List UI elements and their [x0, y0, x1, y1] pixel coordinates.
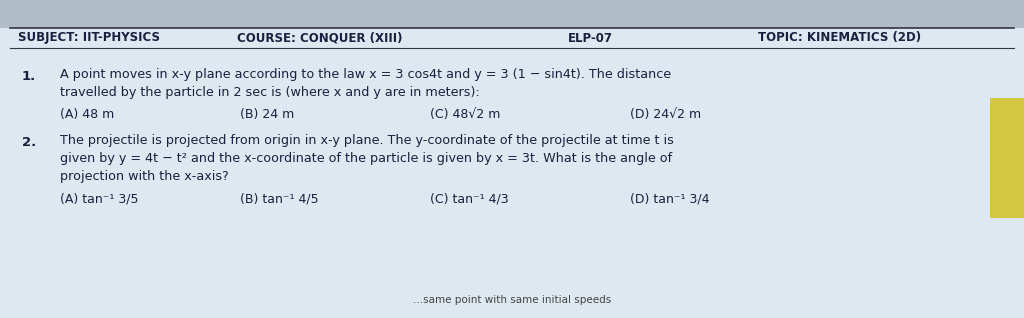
Text: (A) 48 m: (A) 48 m: [60, 108, 115, 121]
Text: (D) tan⁻¹ 3/4: (D) tan⁻¹ 3/4: [630, 192, 710, 205]
Text: (D) 24√2 m: (D) 24√2 m: [630, 108, 701, 121]
Text: given by y = 4t − t² and the x-coordinate of the particle is given by x = 3t. Wh: given by y = 4t − t² and the x-coordinat…: [60, 152, 672, 165]
Text: SUBJECT: IIT-PHYSICS: SUBJECT: IIT-PHYSICS: [18, 31, 160, 45]
Text: projection with the x-axis?: projection with the x-axis?: [60, 170, 228, 183]
Text: (B) 24 m: (B) 24 m: [240, 108, 294, 121]
Text: (B) tan⁻¹ 4/5: (B) tan⁻¹ 4/5: [240, 192, 318, 205]
Text: ...same point with same initial speeds: ...same point with same initial speeds: [413, 295, 611, 305]
Text: ELP-07: ELP-07: [567, 31, 612, 45]
Bar: [0, 0, 1024, 28]
Text: COURSE: CONQUER (XIII): COURSE: CONQUER (XIII): [238, 31, 402, 45]
Text: A point moves in x-y plane according to the law x = 3 cos4t and y = 3 (1 − sin4t: A point moves in x-y plane according to …: [60, 68, 671, 81]
Text: (C) tan⁻¹ 4/3: (C) tan⁻¹ 4/3: [430, 192, 509, 205]
Bar: [990, 98, 1024, 218]
Text: (C) 48√2 m: (C) 48√2 m: [430, 108, 501, 121]
Text: travelled by the particle in 2 sec is (where x and y are in meters):: travelled by the particle in 2 sec is (w…: [60, 86, 480, 99]
Text: 2.: 2.: [22, 136, 36, 149]
Text: TOPIC: KINEMATICS (2D): TOPIC: KINEMATICS (2D): [759, 31, 922, 45]
Text: The projectile is projected from origin in x-y plane. The y-coordinate of the pr: The projectile is projected from origin …: [60, 134, 674, 147]
Text: 1.: 1.: [22, 70, 36, 83]
Text: (A) tan⁻¹ 3/5: (A) tan⁻¹ 3/5: [60, 192, 138, 205]
